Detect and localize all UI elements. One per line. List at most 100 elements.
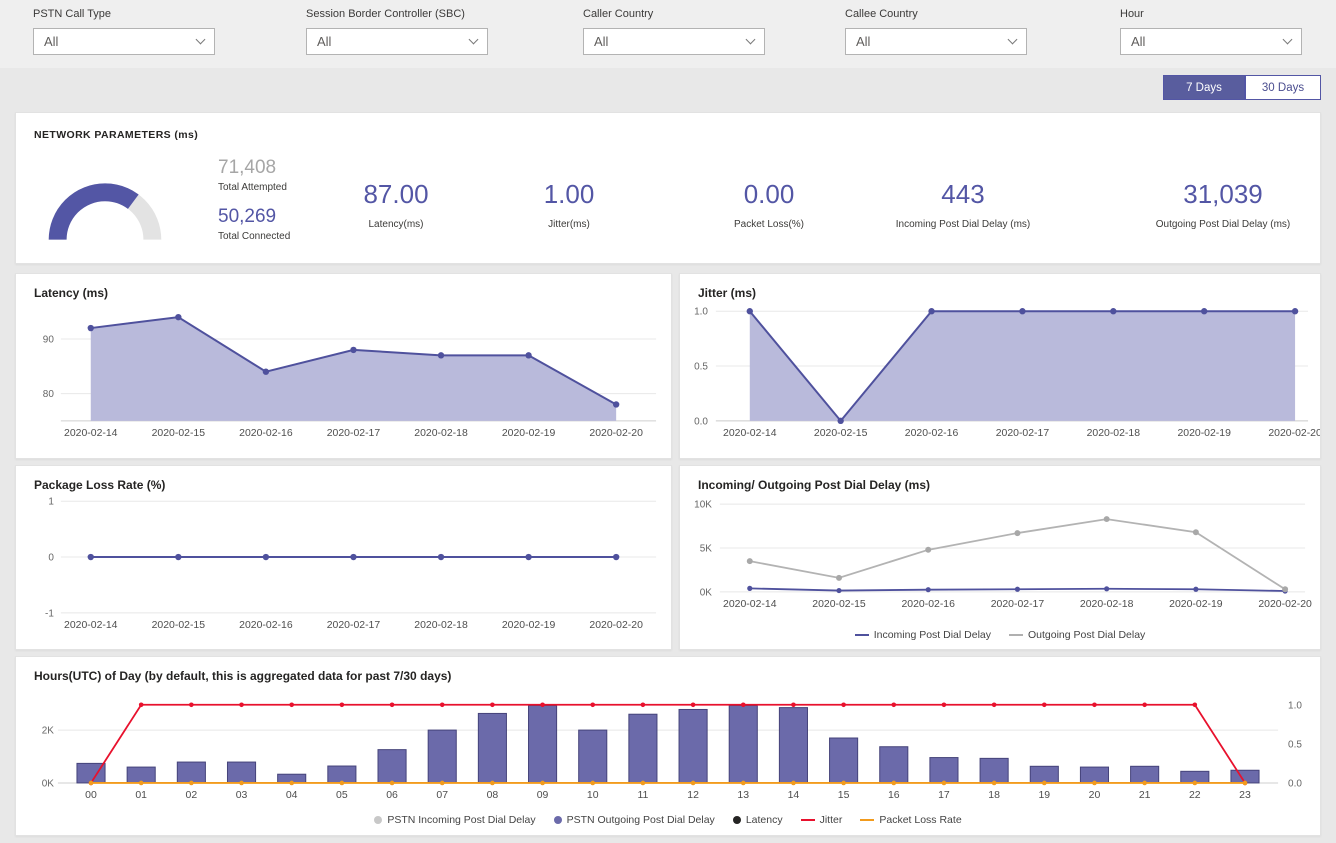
svg-text:14: 14 [788,790,800,801]
svg-text:0K: 0K [42,778,55,789]
pdd-legend: Incoming Post Dial Delay Outgoing Post Di… [680,629,1320,641]
chart-title: Latency (ms) [34,286,109,300]
hours-legend: PSTN Incoming Post Dial Delay PSTN Outgoi… [16,814,1320,826]
filter-dropdown[interactable]: All [845,28,1027,55]
legend-item[interactable]: Jitter [800,814,843,826]
svg-text:2020-02-19: 2020-02-19 [502,620,556,631]
svg-text:12: 12 [687,790,699,801]
svg-text:90: 90 [43,334,55,345]
filter-value: All [856,34,871,49]
kpi-packet-loss: 0.00 Packet Loss(%) [734,179,804,230]
filter-dropdown[interactable]: All [583,28,765,55]
legend-dot-marker [374,816,383,824]
svg-text:2020-02-16: 2020-02-16 [901,599,955,610]
legend-label: Jitter [819,814,843,826]
filter-label: PSTN Call Type [33,8,112,20]
svg-text:2020-02-19: 2020-02-19 [1169,599,1223,610]
legend-line-marker [854,633,869,637]
filter-dropdown[interactable]: All [1120,28,1302,55]
legend-item[interactable]: Packet Loss Rate [860,814,962,826]
svg-text:02: 02 [186,790,198,801]
total-attempted-label: Total Attempted [218,182,287,193]
total-attempted: 71,408 Total Attempted [218,157,290,193]
date-range-toggle: 7 Days 30 Days [1163,75,1321,100]
toggle-7-days[interactable]: 7 Days [1163,75,1245,100]
svg-text:10: 10 [587,790,599,801]
svg-text:0: 0 [48,553,54,564]
svg-text:0K: 0K [700,587,713,598]
legend-item[interactable]: Incoming Post Dial Delay [854,629,991,641]
svg-text:16: 16 [888,790,900,801]
svg-text:2020-02-14: 2020-02-14 [723,599,777,610]
svg-text:2020-02-15: 2020-02-15 [812,599,866,610]
filter-value: All [1131,34,1146,49]
legend-line-marker [1009,633,1023,637]
jitter-chart[interactable]: 1.0 0.5 0.0 2020-02-14 2020-02-15 2020-02-16 2… [680,304,1320,452]
latency-chart-card: Latency (ms) 90 80 2020-02-14 2020-02-15 202… [15,273,672,459]
kpi-outgoing-pdd: 31,039 Outgoing Post Dial Delay (ms) [1156,179,1291,230]
kpi-jitter: 1.00 Jitter(ms) [544,179,595,230]
filter-dropdown[interactable]: All [306,28,488,55]
chevron-down-icon [195,34,206,45]
filter-callee-country: Callee Country All [845,8,1027,55]
svg-text:17: 17 [938,790,950,801]
chart-title: Incoming/ Outgoing Post Dial Delay (ms) [698,478,931,492]
hours-of-day-chart-card: Hours(UTC) of Day (by default, this is a… [15,656,1321,836]
chart-title: Hours(UTC) of Day (by default, this is a… [34,669,452,683]
svg-text:2020-02-19: 2020-02-19 [502,428,556,439]
legend-item[interactable]: Outgoing Post Dial Delay [1009,629,1145,641]
legend-label: Packet Loss Rate [879,814,962,826]
post-dial-delay-chart[interactable]: 10K 5K 0K 2020-02-14 2020-02-15 2020-02-16 202… [680,496,1320,611]
network-parameters-card: NETWORK PARAMETERS (ms) 71,408 Total Att… [15,112,1321,264]
filter-caller-country: Caller Country All [583,8,765,55]
svg-text:2020-02-14: 2020-02-14 [723,428,777,439]
post-dial-delay-chart-card: Incoming/ Outgoing Post Dial Delay (ms) … [679,465,1321,650]
filter-label: Callee Country [845,8,918,20]
chevron-down-icon [468,34,479,45]
jitter-chart-card: Jitter (ms) 1.0 0.5 0.0 2020-02-14 2020-02-1… [679,273,1321,459]
latency-chart[interactable]: 90 80 2020-02-14 2020-02-15 2020-02-16 2020-0… [16,304,671,452]
legend-item[interactable]: PSTN Incoming Post Dial Delay [374,814,536,826]
svg-text:2K: 2K [42,726,55,737]
connected-calls-gauge[interactable] [38,161,172,246]
filter-pstn-call-type: PSTN Call Type All [33,8,215,55]
svg-text:2020-02-18: 2020-02-18 [1087,428,1141,439]
kpi-value: 1.00 [543,179,595,209]
svg-text:1.0: 1.0 [1288,700,1302,711]
svg-text:20: 20 [1089,790,1101,801]
filter-bar: PSTN Call Type All Session Border Contro… [0,0,1336,68]
kpi-label: Outgoing Post Dial Delay (ms) [1155,219,1291,230]
legend-item[interactable]: PSTN Outgoing Post Dial Delay [553,814,715,826]
svg-text:01: 01 [135,790,147,801]
svg-text:23: 23 [1239,790,1251,801]
svg-text:0.0: 0.0 [694,416,708,427]
svg-text:5K: 5K [700,544,713,555]
svg-text:2020-02-16: 2020-02-16 [905,428,959,439]
filter-value: All [44,34,59,49]
toggle-30-days[interactable]: 30 Days [1245,75,1321,100]
package-loss-chart[interactable]: 1 0 -1 2020-02-14 2020-02-15 2020-02-16 2020-0… [16,496,671,644]
svg-text:2020-02-17: 2020-02-17 [996,428,1050,439]
chart-title: Package Loss Rate (%) [34,478,166,492]
filter-sbc: Session Border Controller (SBC) All [306,8,488,55]
svg-text:2020-02-20: 2020-02-20 [589,428,643,439]
legend-item[interactable]: Latency [732,814,783,826]
svg-text:0.5: 0.5 [694,362,708,373]
total-attempted-value: 71,408 [218,157,277,178]
svg-text:2020-02-15: 2020-02-15 [152,620,206,631]
svg-text:2020-02-14: 2020-02-14 [64,620,118,631]
svg-text:07: 07 [436,790,448,801]
legend-label: PSTN Incoming Post Dial Delay [387,814,536,826]
svg-text:2020-02-17: 2020-02-17 [327,620,381,631]
hours-of-day-chart[interactable]: 2K 0K 1.0 0.5 0.0 00 01 02 03 04 05 06 07 08 09 10 11 12 1… [16,685,1320,805]
svg-text:0.5: 0.5 [1288,739,1302,750]
filter-dropdown[interactable]: All [33,28,215,55]
svg-text:22: 22 [1189,790,1201,801]
svg-text:2020-02-18: 2020-02-18 [414,428,468,439]
svg-text:15: 15 [838,790,850,801]
kpi-label: Packet Loss(%) [733,219,805,230]
svg-text:1.0: 1.0 [694,307,708,318]
filter-label: Caller Country [583,8,654,20]
svg-text:2020-02-16: 2020-02-16 [239,620,293,631]
legend-line-marker [860,818,875,822]
